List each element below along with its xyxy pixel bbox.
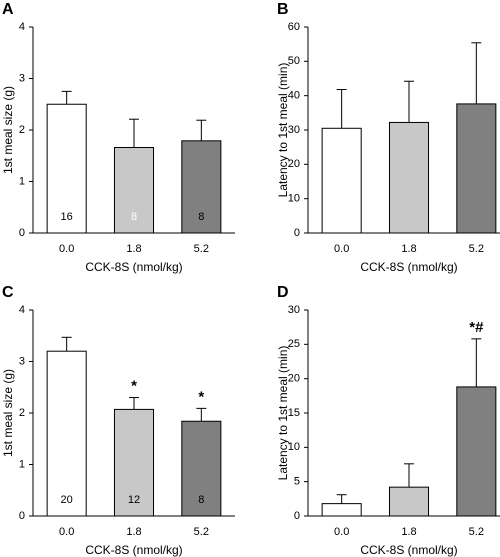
y-tick-label: 10 bbox=[288, 441, 300, 453]
panel-label: D bbox=[277, 284, 289, 301]
x-tick-label: 5.2 bbox=[194, 526, 209, 538]
y-tick-label: 2 bbox=[19, 124, 25, 136]
x-tick-label: 0.0 bbox=[334, 243, 349, 255]
y-axis-label: Latency to 1st meal (min) bbox=[276, 346, 290, 481]
x-tick-label: 0.0 bbox=[334, 526, 349, 538]
bar bbox=[181, 420, 222, 517]
y-tick-label: 0 bbox=[294, 227, 300, 239]
bar bbox=[46, 350, 87, 517]
significance: * bbox=[198, 388, 204, 405]
x-tick-label: 5.2 bbox=[469, 243, 484, 255]
x-axis-label: CCK-8S (nmol/kg) bbox=[85, 543, 182, 557]
y-tick-label: 4 bbox=[19, 304, 25, 316]
y-tick-label: 1 bbox=[19, 458, 25, 470]
significance: * bbox=[131, 378, 137, 395]
bar bbox=[456, 386, 497, 517]
y-tick-label: 50 bbox=[288, 55, 300, 67]
bar bbox=[321, 127, 362, 234]
bar bbox=[46, 103, 87, 234]
x-tick-label: 5.2 bbox=[194, 243, 209, 255]
bar bbox=[113, 408, 155, 517]
y-tick-label: 0 bbox=[19, 510, 25, 522]
n-label: 8 bbox=[131, 211, 137, 223]
y-axis-label: 1st meal size (g) bbox=[1, 369, 15, 457]
x-tick-label: 5.2 bbox=[469, 526, 484, 538]
y-tick-label: 30 bbox=[288, 304, 300, 316]
significance: *# bbox=[469, 319, 484, 336]
y-tick-label: 2 bbox=[19, 407, 25, 419]
y-tick-label: 30 bbox=[288, 124, 300, 136]
x-tick-label: 0.0 bbox=[59, 243, 74, 255]
x-tick-label: 1.8 bbox=[126, 243, 141, 255]
n-label: 16 bbox=[61, 211, 73, 223]
y-tick-label: 4 bbox=[19, 21, 25, 33]
y-tick-label: 1 bbox=[19, 175, 25, 187]
y-tick-label: 60 bbox=[288, 21, 300, 33]
n-label: 8 bbox=[198, 211, 204, 223]
x-tick-label: 1.8 bbox=[401, 243, 416, 255]
y-tick-label: 0 bbox=[19, 227, 25, 239]
x-axis-label: CCK-8S (nmol/kg) bbox=[85, 260, 182, 274]
bar bbox=[456, 103, 497, 234]
x-tick-label: 1.8 bbox=[401, 526, 416, 538]
n-label: 8 bbox=[198, 494, 204, 506]
x-tick-label: 0.0 bbox=[59, 526, 74, 538]
y-tick-label: 15 bbox=[288, 407, 300, 419]
y-axis-label: 1st meal size (g) bbox=[1, 86, 15, 174]
bar bbox=[113, 147, 155, 234]
y-tick-label: 3 bbox=[19, 355, 25, 367]
panel-label: A bbox=[2, 1, 14, 18]
n-label: 20 bbox=[61, 494, 73, 506]
x-tick-label: 1.8 bbox=[126, 526, 141, 538]
y-tick-label: 5 bbox=[294, 476, 300, 488]
bar bbox=[321, 503, 362, 517]
bar bbox=[388, 121, 430, 234]
x-axis-label: CCK-8S (nmol/kg) bbox=[360, 260, 457, 274]
y-tick-label: 40 bbox=[288, 90, 300, 102]
n-label: 12 bbox=[128, 494, 140, 506]
bar bbox=[181, 140, 222, 234]
bar bbox=[388, 486, 430, 517]
y-tick-label: 20 bbox=[288, 158, 300, 170]
y-tick-label: 3 bbox=[19, 72, 25, 84]
panel-label: B bbox=[277, 1, 289, 18]
x-axis-label: CCK-8S (nmol/kg) bbox=[360, 543, 457, 557]
y-tick-label: 0 bbox=[294, 510, 300, 522]
panel-label: C bbox=[2, 284, 14, 301]
y-tick-label: 25 bbox=[288, 338, 300, 350]
y-axis-label: Latency to 1st meal (min) bbox=[276, 63, 290, 198]
y-tick-label: 20 bbox=[288, 373, 300, 385]
y-tick-label: 10 bbox=[288, 193, 300, 205]
